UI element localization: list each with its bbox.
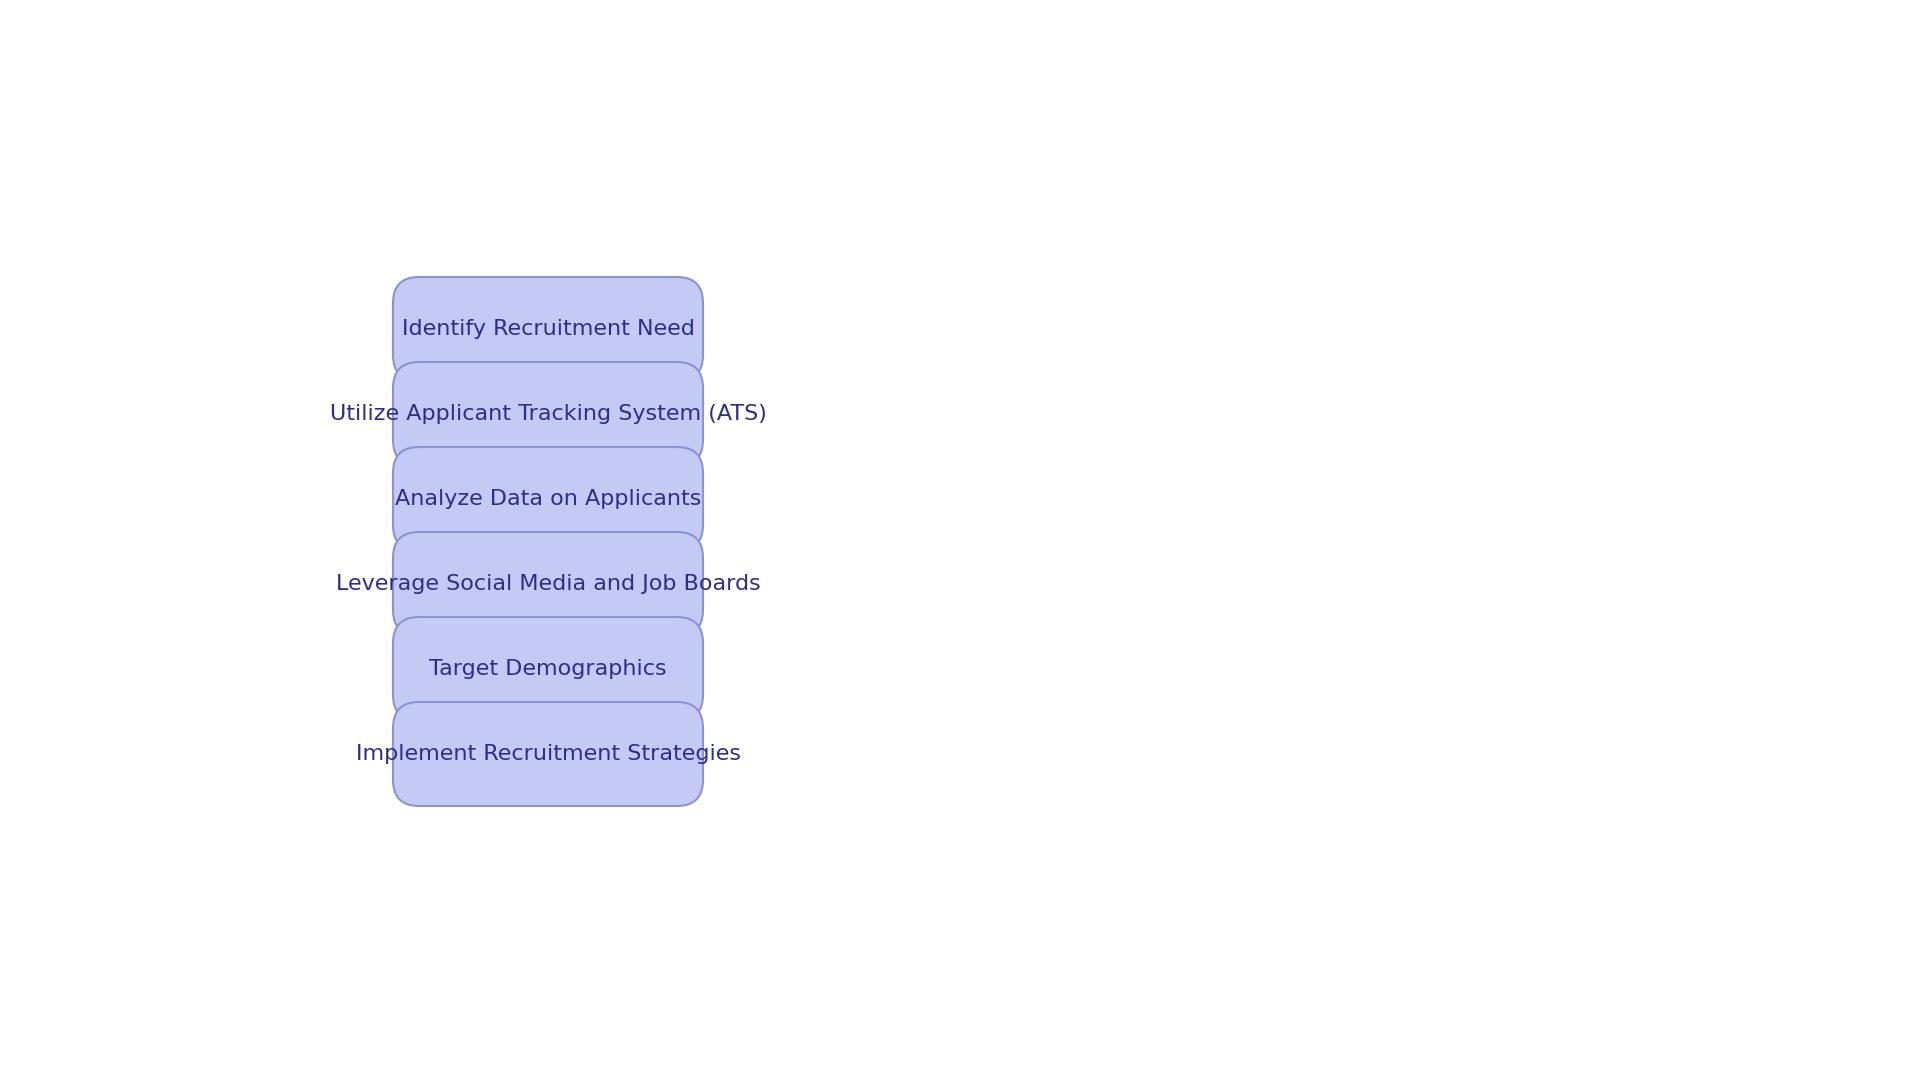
FancyBboxPatch shape (394, 362, 703, 466)
Text: Analyze Data on Applicants: Analyze Data on Applicants (396, 490, 701, 509)
Text: Target Demographics: Target Demographics (430, 658, 666, 679)
Text: Identify Recruitment Need: Identify Recruitment Need (401, 319, 695, 339)
Text: Leverage Social Media and Job Boards: Leverage Social Media and Job Boards (336, 574, 760, 593)
FancyBboxPatch shape (394, 532, 703, 636)
FancyBboxPatch shape (394, 702, 703, 806)
Text: Utilize Applicant Tracking System (ATS): Utilize Applicant Tracking System (ATS) (330, 404, 766, 425)
FancyBboxPatch shape (394, 617, 703, 721)
FancyBboxPatch shape (394, 447, 703, 551)
FancyBboxPatch shape (394, 277, 703, 381)
Text: Implement Recruitment Strategies: Implement Recruitment Strategies (355, 744, 741, 764)
